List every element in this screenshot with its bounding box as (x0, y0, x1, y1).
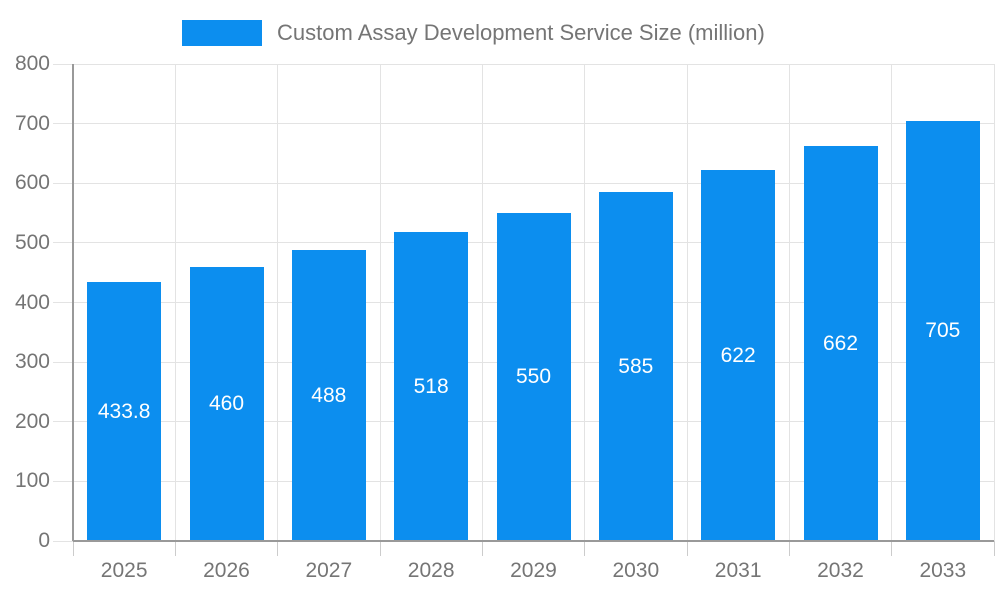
x-axis-tick-label: 2027 (305, 559, 353, 582)
bar-value-label: 488 (311, 383, 347, 407)
y-axis-tick (53, 182, 73, 184)
bar-value-label: 460 (208, 391, 245, 415)
v-gridline (993, 64, 995, 541)
v-gridline (891, 64, 893, 541)
legend-label[interactable]: Custom Assay Development Service Size (m… (277, 20, 765, 45)
y-axis-tick-label: 100 (14, 469, 50, 493)
bar-value-label: 518 (413, 374, 449, 398)
v-gridline (481, 64, 483, 541)
x-axis-tick (174, 541, 176, 556)
x-axis-tick (481, 541, 483, 556)
bar (496, 213, 571, 541)
bar (905, 120, 980, 541)
y-axis-tick-label: 600 (14, 171, 50, 195)
x-axis-tick-label: 2025 (100, 559, 148, 582)
x-axis-tick (993, 541, 995, 556)
v-gridline (379, 64, 381, 541)
bar (394, 232, 469, 541)
x-axis-tick (891, 541, 893, 556)
bar (189, 266, 264, 541)
bar-value-label: 662 (822, 331, 859, 355)
bar (87, 282, 162, 541)
x-axis-tick (584, 541, 586, 556)
x-axis-tick (277, 541, 279, 556)
x-axis-tick (72, 541, 74, 556)
v-gridline (788, 64, 790, 541)
x-axis-tick-label: 2033 (919, 559, 967, 582)
y-axis-tick (53, 63, 73, 65)
y-axis-line (72, 64, 74, 541)
y-axis-tick (53, 540, 73, 542)
y-axis-tick-label: 400 (14, 290, 50, 314)
x-axis-tick (686, 541, 688, 556)
x-axis-tick-label: 2030 (612, 559, 660, 582)
y-axis-tick (53, 123, 73, 125)
bar-value-label: 433.8 (97, 399, 151, 423)
h-gridline (73, 123, 994, 125)
x-axis-tick-label: 2031 (714, 559, 762, 582)
x-axis-tick-label: 2028 (407, 559, 455, 582)
x-axis-tick (379, 541, 381, 556)
y-axis-tick-label: 300 (14, 350, 50, 374)
h-gridline (73, 182, 994, 184)
bar-value-label: 705 (925, 318, 961, 342)
bar (701, 170, 776, 541)
v-gridline (584, 64, 586, 541)
x-axis-tick-label: 2032 (817, 559, 864, 582)
bar-value-label: 550 (515, 365, 552, 389)
x-axis-tick-label: 2029 (510, 559, 557, 582)
y-axis-tick (53, 242, 73, 244)
y-axis-tick (53, 302, 73, 303)
y-axis-tick (53, 480, 73, 482)
y-axis-tick-label: 700 (14, 111, 50, 135)
y-axis-tick-label: 800 (14, 52, 50, 75)
y-axis-tick (53, 421, 73, 423)
x-axis-line (73, 540, 994, 542)
v-gridline (686, 64, 688, 541)
y-axis-tick (53, 361, 73, 363)
v-gridline (174, 64, 176, 541)
chart-legend[interactable]: Custom Assay Development Service Size (m… (182, 19, 765, 46)
bar (598, 192, 673, 541)
v-gridline (277, 64, 279, 541)
legend-swatch-icon[interactable] (182, 19, 262, 46)
bar (803, 146, 878, 541)
y-axis-tick-label: 200 (14, 409, 50, 433)
y-axis-tick-label: 0 (38, 529, 50, 552)
h-gridline (73, 63, 994, 65)
bar-value-label: 622 (720, 343, 756, 367)
x-axis-tick-label: 2026 (203, 559, 250, 582)
y-axis-tick-label: 500 (14, 230, 50, 254)
bar (291, 250, 366, 541)
bar-value-label: 585 (618, 354, 654, 378)
x-axis-tick (788, 541, 790, 556)
